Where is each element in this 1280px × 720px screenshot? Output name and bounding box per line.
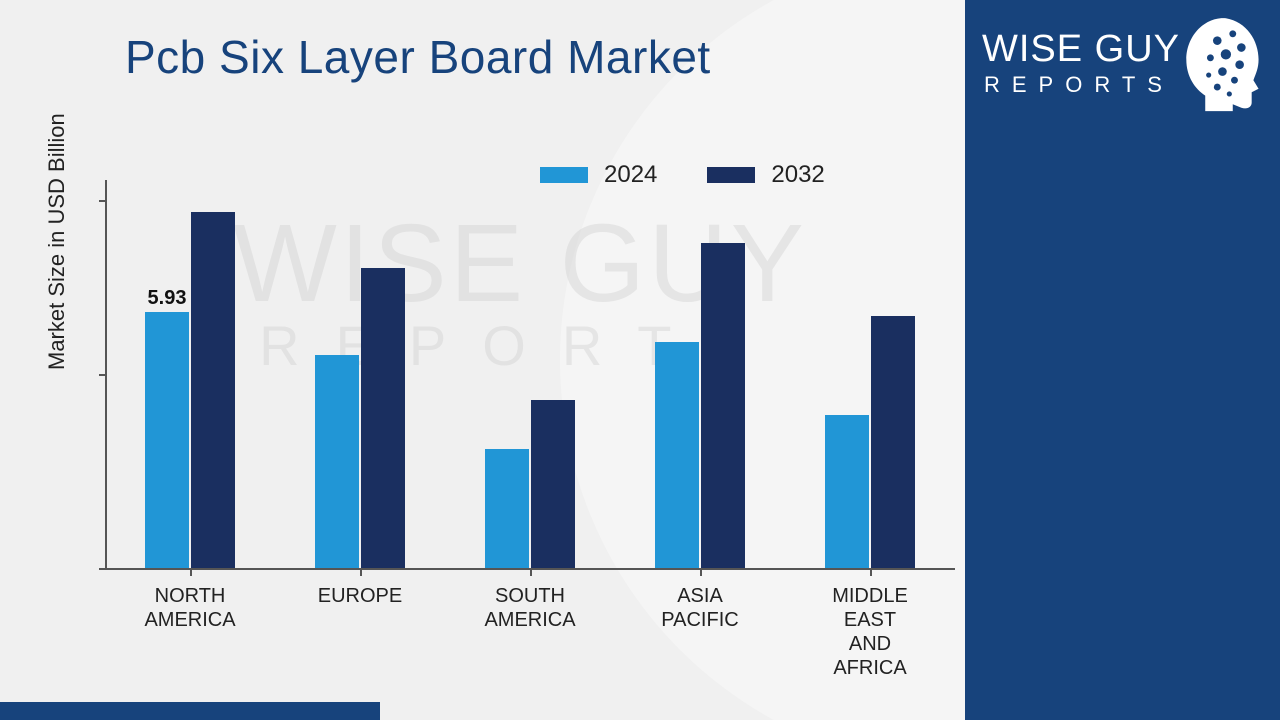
bar-value-label: 5.93: [137, 287, 197, 310]
bar-2024: [485, 449, 529, 568]
category-label: NORTH AMERICA: [144, 570, 235, 632]
bar-2024: [655, 342, 699, 568]
y-tick: [99, 374, 105, 376]
footer-accent-bar: [0, 702, 380, 720]
category-group: ASIA PACIFIC: [645, 182, 755, 570]
category-group: SOUTH AMERICA: [475, 182, 585, 570]
y-axis-line: [105, 180, 107, 570]
bar-2032: [361, 268, 405, 568]
stage: WISE GUY REPORTS WISE GUY REPORTS Pcb Si…: [0, 0, 1280, 720]
brand-head-icon: [1176, 14, 1262, 112]
bar-chart: 5.93NORTH AMERICA EUROPE SOUTH AMERICA ASIA…: [105, 160, 955, 570]
y-tick: [99, 568, 105, 570]
category-label: ASIA PACIFIC: [661, 570, 738, 632]
category-label: EUROPE: [318, 570, 402, 608]
brand-logo-line1: WISE GUY: [982, 28, 1180, 71]
y-tick: [99, 200, 105, 202]
bar-2032: [871, 316, 915, 568]
y-axis-label: Market Size in USD Billion: [44, 113, 70, 370]
category-group: EUROPE: [305, 182, 415, 570]
bar-2032: [701, 243, 745, 568]
category-group: MIDDLE EAST AND AFRICA: [815, 182, 925, 570]
brand-logo: WISE GUY REPORTS: [982, 22, 1262, 112]
bar-2032: [191, 212, 235, 568]
brand-logo-line2: REPORTS: [984, 72, 1174, 98]
category-label: SOUTH AMERICA: [484, 570, 575, 632]
category-group: 5.93NORTH AMERICA: [135, 182, 245, 570]
chart-title: Pcb Six Layer Board Market: [125, 30, 711, 84]
bar-2024: [315, 355, 359, 568]
bar-2024: [145, 312, 189, 568]
category-label: MIDDLE EAST AND AFRICA: [832, 570, 908, 680]
bar-2032: [531, 400, 575, 568]
bar-2024: [825, 415, 869, 568]
